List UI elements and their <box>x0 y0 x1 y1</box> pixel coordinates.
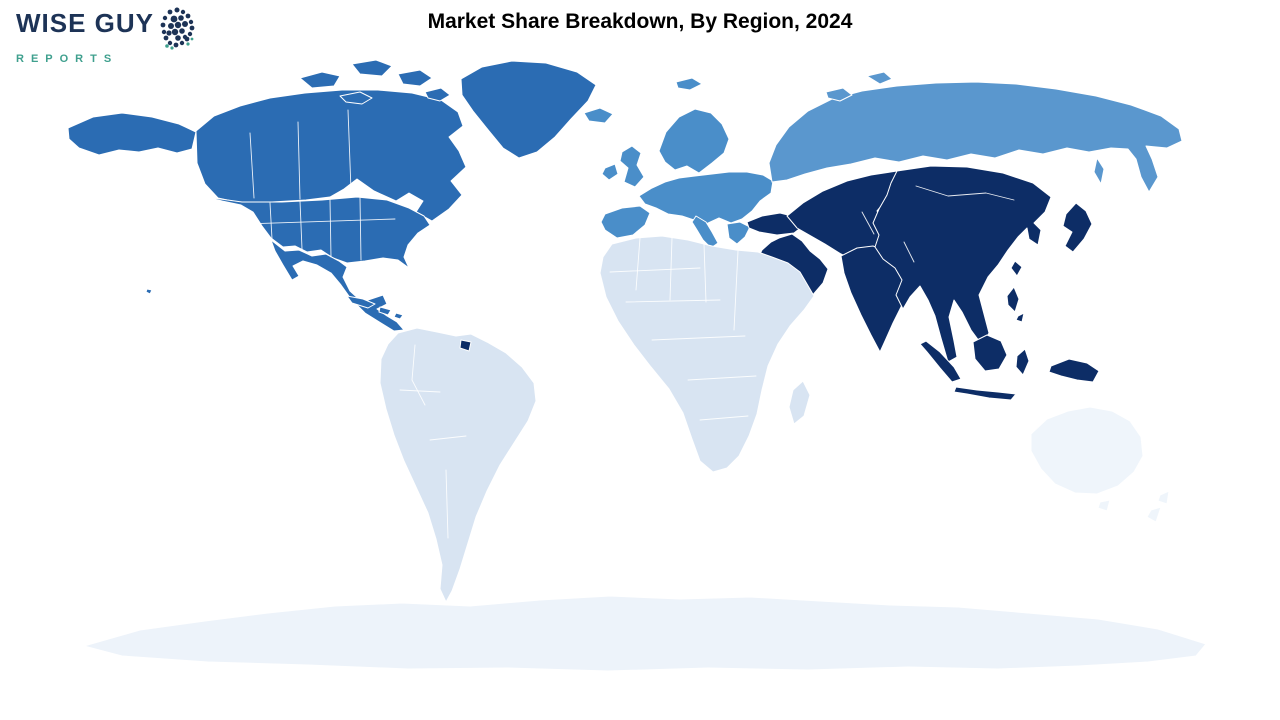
region-united-states <box>205 196 431 269</box>
logo-subtitle: REPORTS <box>16 53 119 65</box>
region-british-isles <box>601 145 645 188</box>
logo-head-icon <box>160 7 195 50</box>
region-china-mongolia-indochina <box>872 165 1052 363</box>
region-australia <box>1030 406 1144 495</box>
region-new-zealand <box>1146 490 1170 523</box>
region-balkans <box>726 221 751 245</box>
region-hawaii <box>145 288 153 295</box>
region-arctic-russian-islands <box>825 71 893 102</box>
region-sumatra <box>919 340 962 383</box>
region-alaska <box>67 112 197 156</box>
region-mainland-europe <box>638 171 774 225</box>
logo-row: WISE GUY <box>16 6 197 50</box>
region-japan <box>1062 202 1093 253</box>
region-borneo <box>972 334 1008 372</box>
region-philippines <box>1006 286 1025 323</box>
region-south-america <box>379 327 537 603</box>
region-scandinavia <box>658 108 730 174</box>
region-tasmania <box>1097 499 1111 512</box>
region-java <box>953 386 1017 401</box>
page-title: Market Share Breakdown, By Region, 2024 <box>427 10 853 33</box>
region-sakhalin <box>1093 157 1105 185</box>
region-canada <box>195 89 467 222</box>
country-border-lines <box>244 109 1015 539</box>
region-new-guinea <box>1048 358 1100 383</box>
region-iceland <box>583 107 614 124</box>
region-sulawesi <box>1015 348 1030 376</box>
region-french-guiana <box>459 339 472 352</box>
region-caribbean-islands <box>346 295 404 320</box>
logo: WISE GUY REPORTS <box>16 6 197 65</box>
region-russia <box>768 81 1183 193</box>
region-taiwan <box>1010 260 1023 277</box>
region-mexico-central-america <box>270 239 405 332</box>
region-canadian-arctic-islands <box>299 59 451 105</box>
region-greenland <box>460 60 597 159</box>
region-svalbard <box>675 77 703 91</box>
region-madagascar <box>788 380 811 425</box>
region-iberia <box>600 205 651 239</box>
logo-wordmark: WISE GUY <box>16 8 155 38</box>
region-antarctica <box>83 595 1207 672</box>
region-africa <box>599 235 815 473</box>
